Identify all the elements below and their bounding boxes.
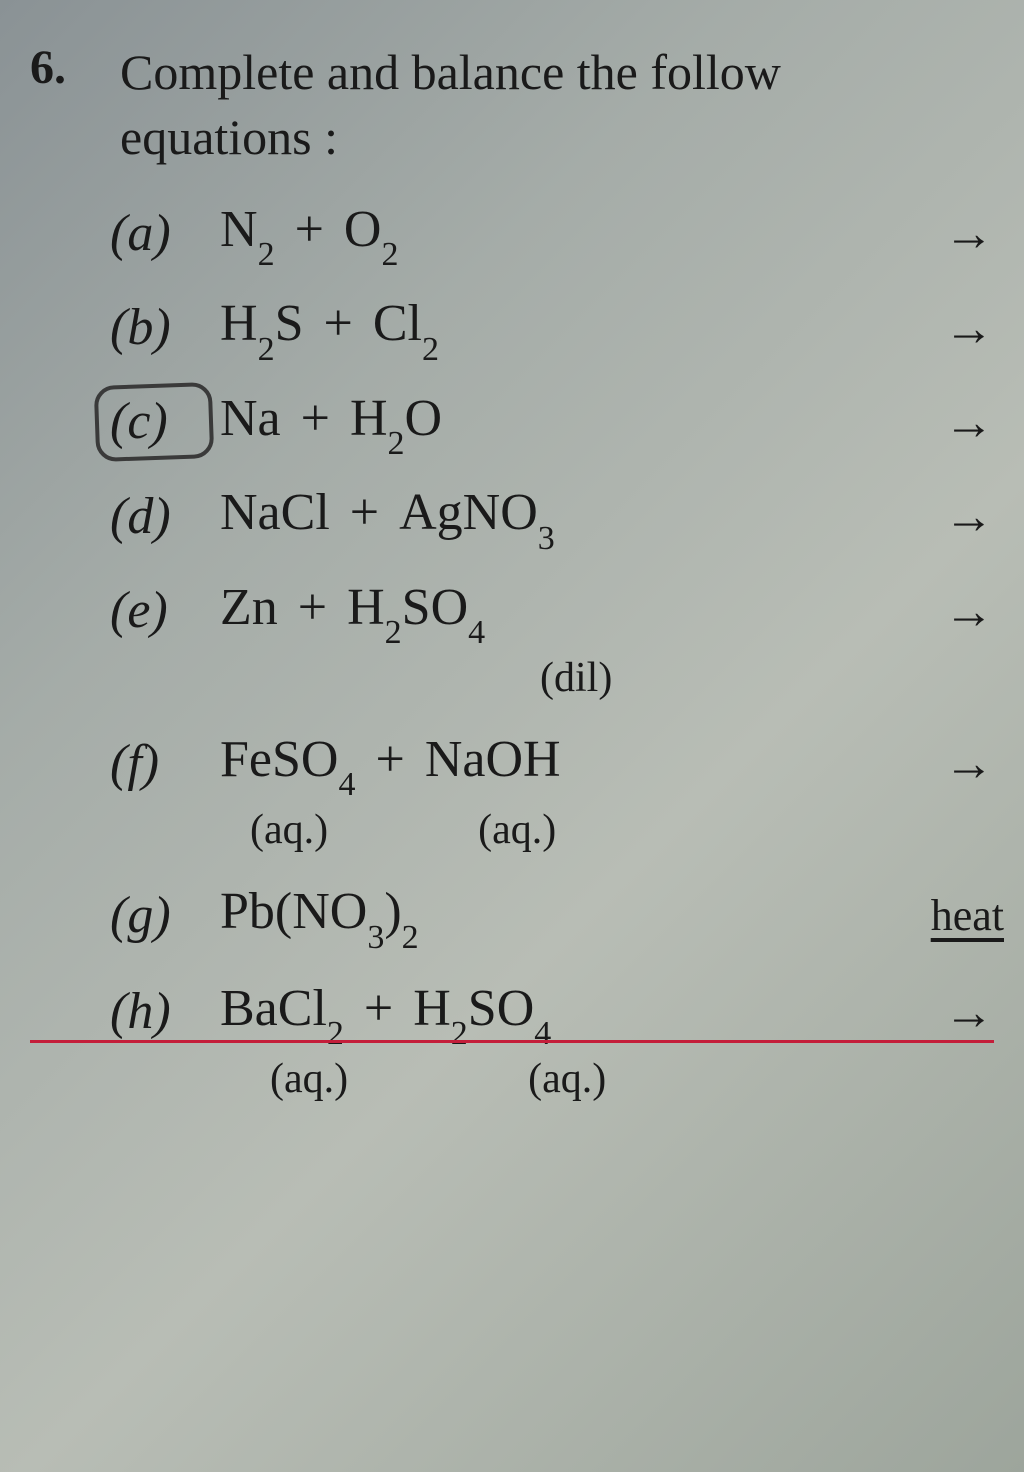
formula-a: N2 + O2	[220, 200, 924, 266]
reactant-d1: NaCl	[220, 483, 330, 542]
question-header: 6. Complete and balance the follow equat…	[30, 40, 994, 170]
annotation-e-dil: (dil)	[540, 654, 612, 702]
reactant-e2: H2SO4	[347, 578, 485, 644]
part-label-h: (h)	[110, 982, 220, 1041]
operator-h: +	[364, 979, 393, 1038]
reactant-a2: O2	[344, 200, 399, 266]
arrow-b: →	[924, 299, 994, 357]
equation-h: (h) BaCl2 + H2SO4 →	[110, 979, 994, 1045]
reactant-b1: H2S	[220, 294, 303, 360]
operator-d: +	[350, 483, 379, 542]
reactant-f1: FeSO4	[220, 730, 355, 796]
operator-b: +	[323, 294, 352, 353]
equation-a: (a) N2 + O2 →	[110, 200, 994, 266]
annotation-f: (aq.) (aq.)	[110, 806, 994, 854]
arrow-e: →	[924, 582, 994, 640]
arrow-c: →	[924, 393, 994, 451]
formula-e: Zn + H2SO4	[220, 578, 924, 644]
equation-g: (g) Pb(NO3)2 heat	[110, 882, 994, 948]
operator-a: +	[295, 200, 324, 259]
part-label-g: (g)	[110, 886, 220, 945]
arrow-a: →	[924, 204, 994, 262]
annotation-e: (dil)	[110, 654, 994, 702]
annotation-f-aq2: (aq.)	[478, 806, 556, 854]
equation-c: (c) Na + H2O →	[110, 389, 994, 455]
arrow-d: →	[924, 487, 994, 545]
formula-f: FeSO4 + NaOH	[220, 730, 924, 796]
annotation-f-aq1: (aq.)	[250, 806, 328, 854]
formula-d: NaCl + AgNO3	[220, 483, 924, 549]
part-label-c: (c)	[110, 392, 220, 451]
reactant-b2: Cl2	[373, 294, 439, 360]
equation-b: (b) H2S + Cl2 →	[110, 294, 994, 360]
reactant-h1: BaCl2	[220, 979, 344, 1045]
annotation-h-aq1: (aq.)	[270, 1055, 348, 1103]
equation-d: (d) NaCl + AgNO3 →	[110, 483, 994, 549]
formula-g: Pb(NO3)2	[220, 882, 994, 948]
red-margin-line	[30, 1040, 994, 1043]
question-number: 6.	[30, 40, 90, 95]
equation-e: (e) Zn + H2SO4 →	[110, 578, 994, 644]
operator-f: +	[375, 730, 404, 789]
arrow-h: →	[924, 983, 994, 1041]
reactant-c2: H2O	[350, 389, 442, 455]
reactant-f2: NaOH	[425, 730, 561, 789]
part-label-f: (f)	[110, 734, 220, 793]
reactant-c1: Na	[220, 389, 281, 448]
reactant-e1: Zn	[220, 578, 278, 637]
question-line-1: Complete and balance the follow	[120, 44, 781, 100]
annotation-h-aq2: (aq.)	[528, 1055, 606, 1103]
reactant-g1: Pb(NO3)2	[220, 882, 419, 948]
operator-c: +	[301, 389, 330, 448]
part-label-b: (b)	[110, 298, 220, 357]
arrow-f: →	[924, 734, 994, 792]
formula-c: Na + H2O	[220, 389, 924, 455]
reactant-a1: N2	[220, 200, 275, 266]
page-content: 6. Complete and balance the follow equat…	[30, 40, 994, 1103]
question-line-2: equations :	[120, 109, 338, 165]
equation-f: (f) FeSO4 + NaOH →	[110, 730, 994, 796]
heat-label: heat	[931, 890, 1004, 941]
reactant-h2: H2SO4	[413, 979, 551, 1045]
part-label-a: (a)	[110, 204, 220, 263]
part-label-d: (d)	[110, 487, 220, 546]
formula-b: H2S + Cl2	[220, 294, 924, 360]
equations-list: (a) N2 + O2 → (b) H2S + Cl2 → (c) Na +	[110, 200, 994, 1103]
operator-e: +	[298, 578, 327, 637]
annotation-h: (aq.) (aq.)	[110, 1055, 994, 1103]
question-text: Complete and balance the follow equation…	[120, 40, 781, 170]
formula-h: BaCl2 + H2SO4	[220, 979, 924, 1045]
part-label-e: (e)	[110, 581, 220, 640]
reactant-d2: AgNO3	[399, 483, 555, 549]
